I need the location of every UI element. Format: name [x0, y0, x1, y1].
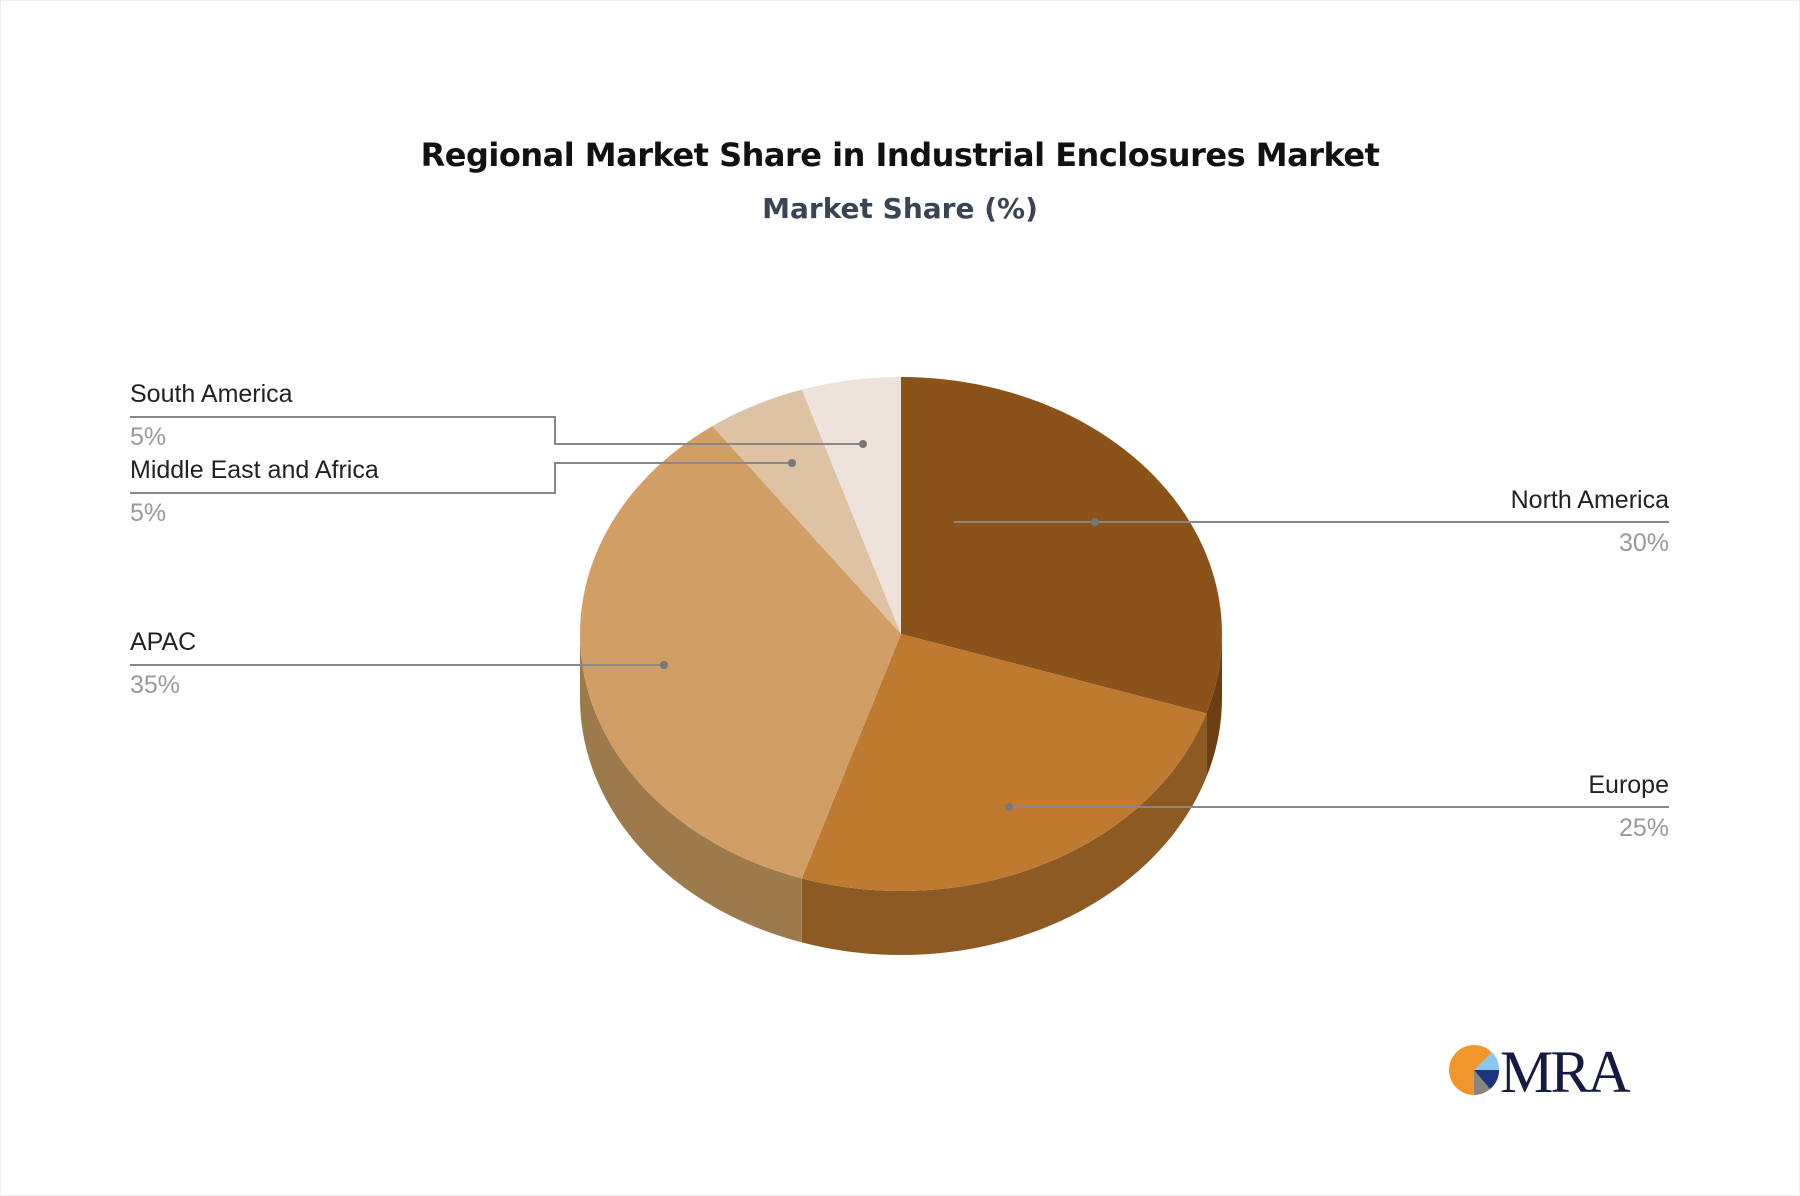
value-middle-east-africa: 5% [130, 499, 167, 527]
pie-side-apac [580, 634, 802, 943]
leader-dot-apac [660, 661, 668, 669]
leader-line-south-america [130, 416, 863, 445]
pie-slice-apac [580, 426, 901, 879]
chart-title: Regional Market Share in Industrial Encl… [420, 136, 1380, 174]
pie-slice-europe [801, 634, 1207, 891]
pie-slice-south-america [801, 377, 901, 634]
leader-line-middle-east-africa [130, 462, 792, 494]
pie-side-north-america [1206, 634, 1222, 778]
value-south-america: 5% [130, 423, 167, 451]
leader-dot-south-america [859, 440, 867, 448]
leader-dot-middle-east-africa [788, 459, 796, 467]
label-north-america: North America [1510, 486, 1669, 514]
leader-dot-europe [1005, 803, 1013, 811]
mra-logo: MRA [1449, 1040, 1633, 1100]
pie-slice-north-america [901, 377, 1222, 714]
value-apac: 35% [130, 671, 181, 699]
label-middle-east-africa: Middle East and Africa [130, 456, 379, 484]
value-europe: 25% [1618, 814, 1669, 842]
pie-side-europe [801, 713, 1207, 955]
chart-subtitle: Market Share (%) [762, 192, 1038, 225]
label-south-america: South America [130, 380, 293, 408]
label-apac: APAC [130, 628, 197, 656]
leader-dot-north-america [1091, 518, 1099, 526]
value-north-america: 30% [1618, 529, 1669, 557]
label-europe: Europe [1588, 771, 1669, 799]
pie-slice-middle-east-and-africa [712, 389, 901, 634]
svg-text:MRA: MRA [1500, 1040, 1630, 1100]
